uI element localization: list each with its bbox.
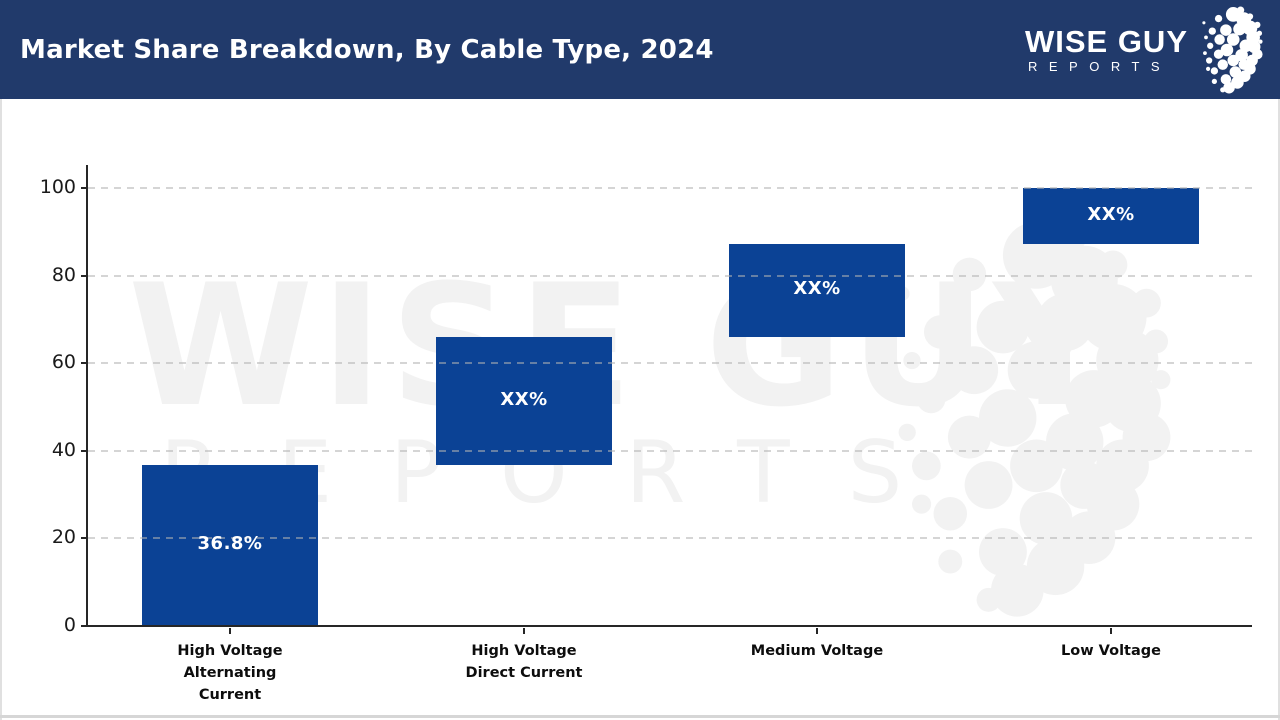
logo-text: WISE GUY REPORTS — [1025, 26, 1188, 73]
category-label: Low Voltage — [1061, 643, 1161, 659]
x-axis-tick — [1110, 628, 1112, 634]
x-axis-tick — [229, 628, 231, 634]
gridline — [88, 274, 1252, 277]
y-axis-tick-label: 20 — [51, 526, 76, 549]
bar — [436, 336, 612, 465]
gridline — [88, 362, 1252, 365]
category-label: High Voltage Direct Current — [465, 643, 583, 681]
x-axis-spine — [86, 625, 1252, 627]
y-axis-tick-label: 100 — [39, 176, 76, 198]
x-axis-tick — [523, 628, 525, 634]
category-label: Medium Voltage — [750, 643, 884, 659]
y-axis-tick — [81, 187, 88, 189]
x-axis-tick — [816, 628, 818, 634]
watermark-head-icon — [895, 219, 1171, 617]
bar-value-label: XX% — [793, 278, 841, 300]
y-axis-tick-label: 40 — [51, 438, 76, 461]
bar — [1023, 188, 1199, 245]
header: Market Share Breakdown, By Cable Type, 2… — [0, 0, 1280, 99]
y-axis-tick — [81, 449, 88, 452]
bar-value-label: XX% — [1087, 204, 1135, 226]
bar — [142, 464, 318, 626]
y-axis-tick-label: 0 — [63, 614, 76, 636]
watermark-wordmark: WISE GUY — [128, 248, 1123, 444]
y-axis-tick — [81, 625, 88, 627]
gridline — [88, 449, 1252, 452]
bar-value-label: 36.8% — [197, 533, 263, 555]
wiseguy-head-icon — [1202, 6, 1263, 93]
bottom-border — [0, 715, 1280, 718]
logo-subtext: REPORTS — [1027, 59, 1172, 74]
right-border — [1278, 99, 1280, 720]
page-title: Market Share Breakdown, By Cable Type, 2… — [20, 34, 714, 65]
y-axis-spine — [86, 165, 88, 627]
y-axis-tick — [81, 274, 88, 277]
logo-wordmark: WISE GUY — [1024, 24, 1188, 59]
y-axis-tick-label: 60 — [51, 351, 76, 374]
gridline — [88, 187, 1252, 189]
wiseguy-logo: WISE GUY REPORTS — [1025, 6, 1266, 94]
y-axis-tick — [81, 537, 88, 540]
left-border — [0, 99, 2, 720]
y-axis-tick-label: 80 — [51, 263, 76, 286]
category-label: High Voltage Alternating Current — [177, 643, 283, 703]
bar-value-label: XX% — [500, 388, 548, 410]
gridline — [88, 537, 1252, 540]
y-axis-tick — [81, 362, 88, 365]
bar — [729, 244, 905, 337]
